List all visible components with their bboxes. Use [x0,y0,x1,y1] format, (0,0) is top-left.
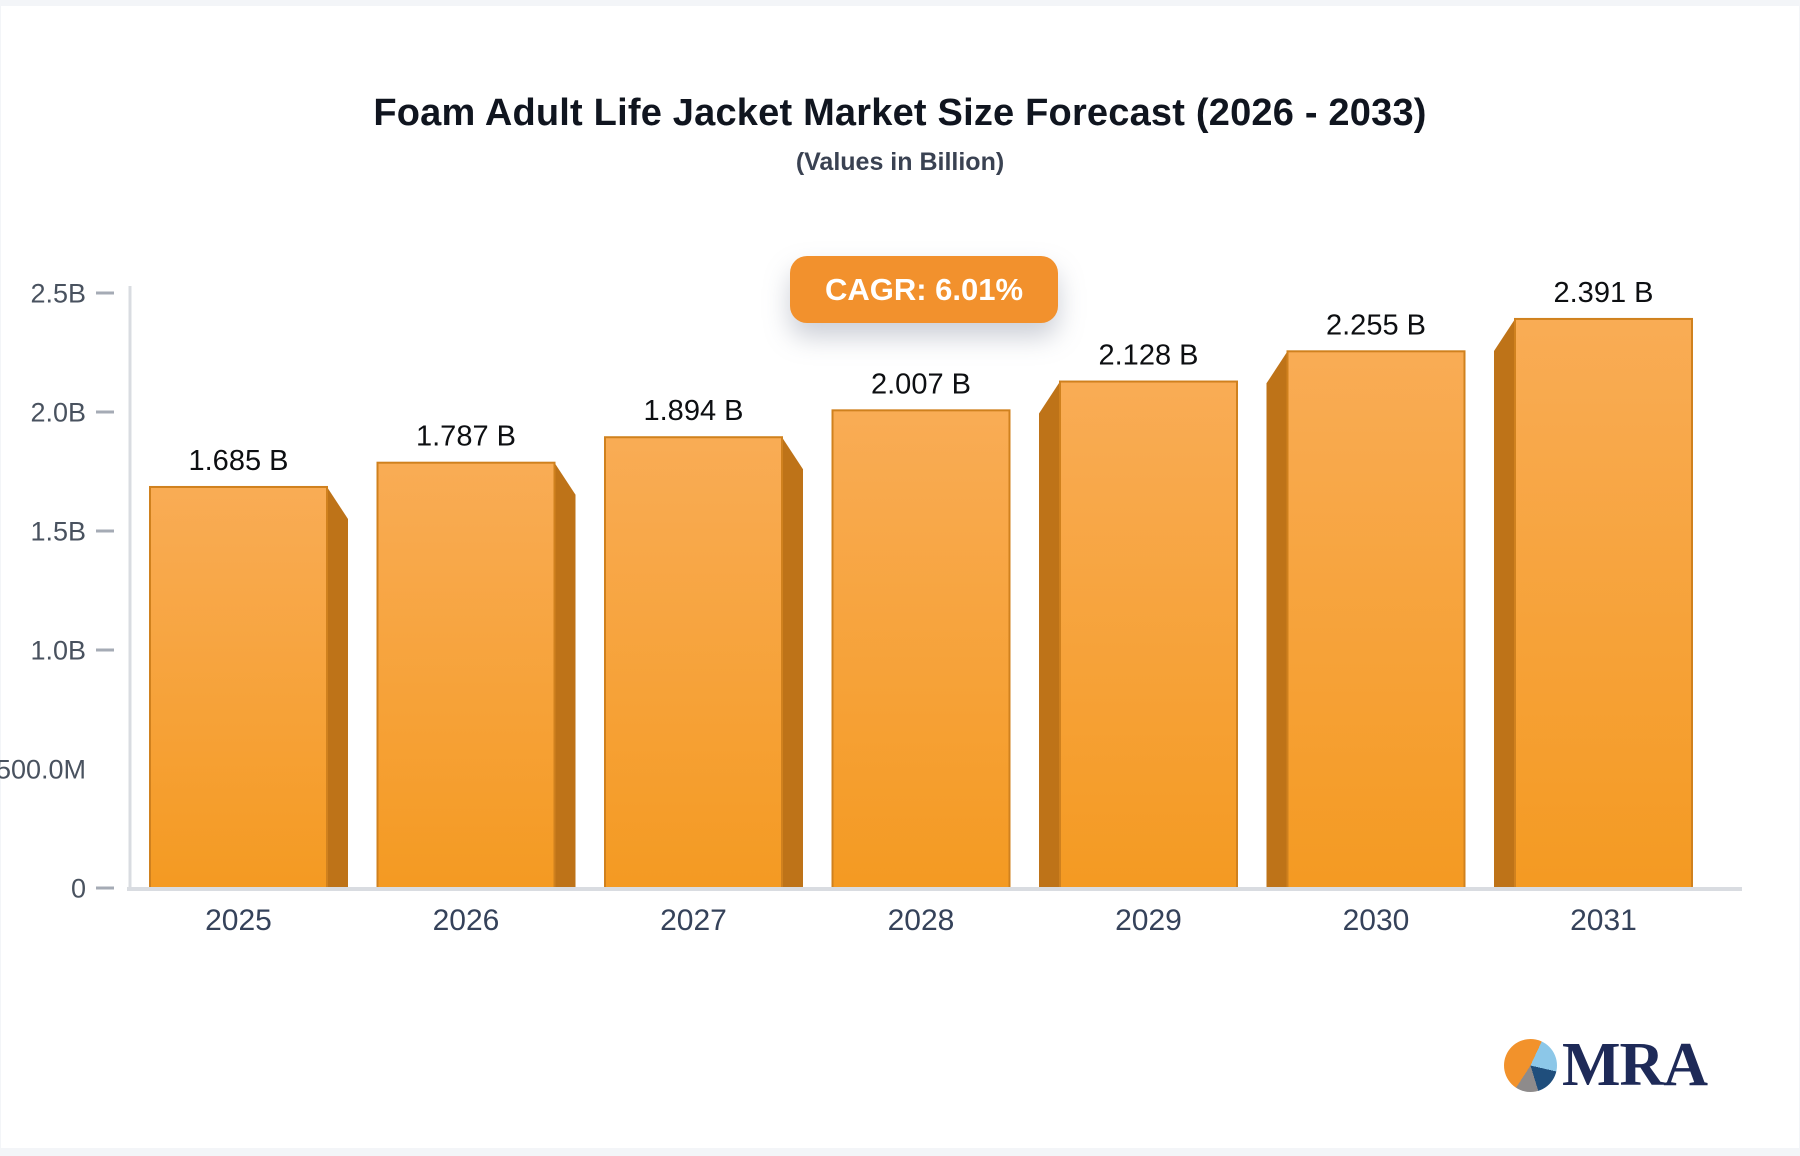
bar-face-2028 [831,409,1011,889]
bar-side-2029 [1039,381,1060,888]
bar-side-2031 [1494,318,1515,888]
bar-side-2026 [554,462,576,888]
y-axis-label-500.0M: 500.0M [0,754,86,784]
bar-value-label-2025: 1.685 B [189,445,289,477]
y-axis-label-0: 0 [71,873,86,903]
y-axis-label-1.0B: 1.0B [30,635,86,665]
bar-face-2031 [1514,317,1693,889]
bar-face-2029 [1059,380,1238,889]
x-axis-label-2031: 2031 [1570,904,1637,937]
bar-value-label-2029: 2.128 B [1099,340,1199,372]
bar-face-2026 [376,461,556,889]
x-axis-label-2029: 2029 [1115,904,1182,937]
bar-value-label-2028: 2.007 B [871,368,971,400]
chart-title: Foam Adult Life Jacket Market Size Forec… [373,92,1427,134]
cagr-badge-label: CAGR: 6.01% [824,271,1024,307]
bar-value-label-2027: 1.894 B [644,395,744,427]
bar-side-2027 [782,437,803,888]
y-axis-label-2.5B: 2.5B [30,278,86,308]
x-axis-label-2028: 2028 [888,904,955,937]
bar-face-2030 [1286,350,1466,889]
x-axis-label-2030: 2030 [1343,904,1410,937]
brand-logo: MRA [1504,1031,1708,1099]
chart-subtitle: (Values in Billion) [795,148,1005,176]
bar-side-2030 [1266,351,1288,888]
bar-value-label-2031: 2.391 B [1554,277,1654,309]
y-axis-label-2.0B: 2.0B [30,397,86,427]
x-axis-label-2025: 2025 [205,904,272,937]
pie-chart-logo-icon [1504,1038,1557,1092]
bar-face-2027 [604,436,783,889]
bar-side-2025 [327,486,348,888]
brand-logo-text: MRA [1562,1031,1708,1099]
bar-value-label-2030: 2.255 B [1326,309,1426,341]
x-axis-label-2026: 2026 [433,904,500,937]
cagr-badge: CAGR: 6.01% [790,256,1058,323]
bar-face-2025 [149,485,328,889]
y-axis-label-1.5B: 1.5B [30,516,86,546]
bar-value-label-2026: 1.787 B [416,421,516,453]
x-axis-label-2027: 2027 [660,904,727,937]
